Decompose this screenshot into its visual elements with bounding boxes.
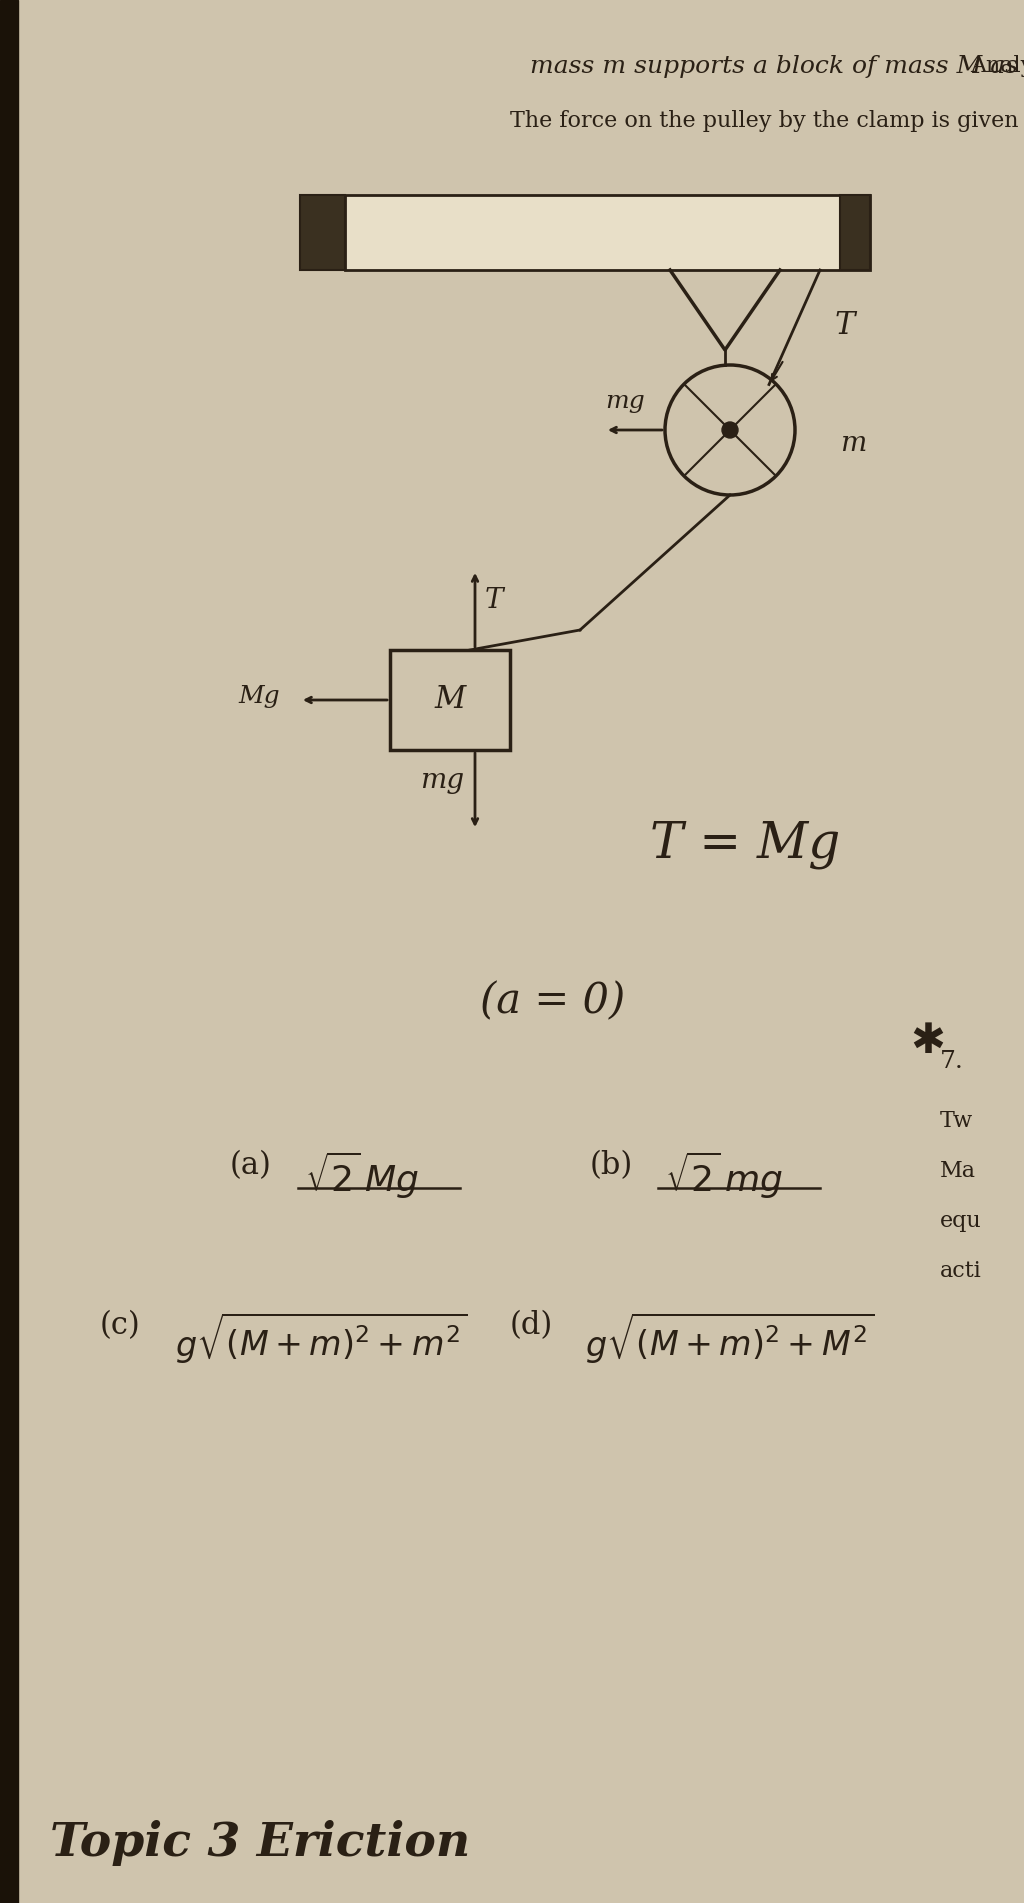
Text: (c): (c) <box>100 1309 140 1342</box>
Text: Tw: Tw <box>940 1109 973 1132</box>
Text: The force on the pulley by the clamp is given by  (2001, 2M): The force on the pulley by the clamp is … <box>510 110 1024 131</box>
Text: $\sqrt{2}\,Mg$: $\sqrt{2}\,Mg$ <box>305 1149 419 1201</box>
Text: (d): (d) <box>510 1309 553 1342</box>
Text: Mg: Mg <box>239 685 280 708</box>
Bar <box>390 651 510 750</box>
Text: mg: mg <box>420 767 464 794</box>
Text: 7.: 7. <box>940 1050 964 1073</box>
Text: T: T <box>835 310 855 341</box>
Text: $\sqrt{2}\,mg$: $\sqrt{2}\,mg$ <box>665 1149 783 1201</box>
Bar <box>345 194 870 270</box>
Circle shape <box>665 365 795 495</box>
Bar <box>300 194 345 270</box>
Bar <box>0 0 18 1903</box>
Text: ✱: ✱ <box>910 1020 945 1062</box>
Text: mg: mg <box>605 390 645 413</box>
Text: $g\sqrt{(M+m)^2+m^2}$: $g\sqrt{(M+m)^2+m^2}$ <box>175 1309 468 1364</box>
Circle shape <box>722 422 738 438</box>
Text: M: M <box>434 685 466 716</box>
Text: (b): (b) <box>590 1149 633 1182</box>
Text: (a = 0): (a = 0) <box>480 980 626 1022</box>
Text: m: m <box>840 430 866 457</box>
Text: Ma: Ma <box>940 1161 976 1182</box>
Text: Topic 3 Eriction: Topic 3 Eriction <box>50 1819 470 1867</box>
Text: Analyt: Analyt <box>970 55 1024 76</box>
Text: $g\sqrt{(M+m)^2+M^2}$: $g\sqrt{(M+m)^2+M^2}$ <box>585 1309 874 1364</box>
Text: equ: equ <box>940 1210 982 1231</box>
Text: mass m supports a block of mass M as shown in the figure.: mass m supports a block of mass M as sho… <box>530 55 1024 78</box>
Text: T = Mg: T = Mg <box>650 820 841 870</box>
Text: (a): (a) <box>230 1149 272 1182</box>
Text: acti: acti <box>940 1260 982 1283</box>
Bar <box>840 194 870 270</box>
Text: T: T <box>485 586 504 613</box>
